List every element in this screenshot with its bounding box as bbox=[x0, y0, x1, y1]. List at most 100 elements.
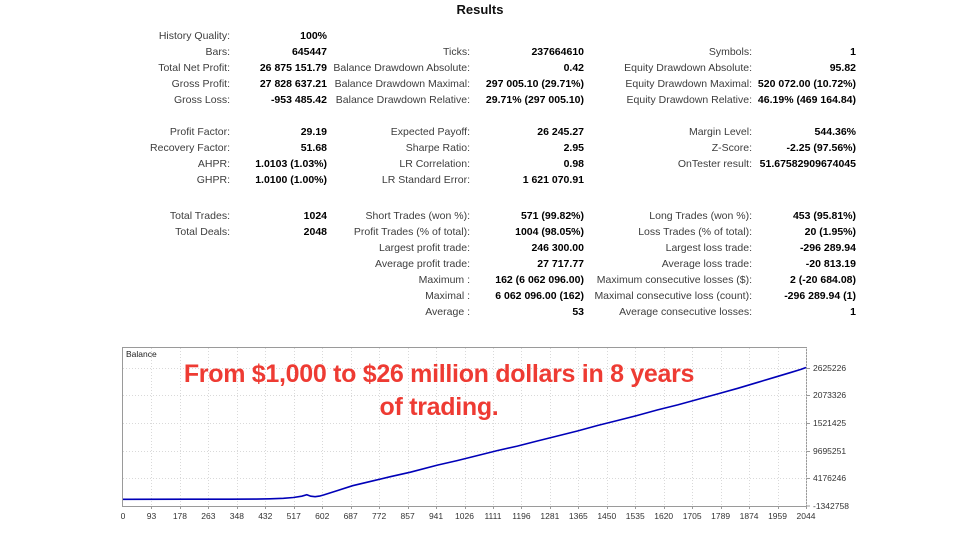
stat-value: 1024 bbox=[303, 210, 327, 222]
stats-row: History Quality: 100% bbox=[0, 28, 856, 44]
x-axis-label: 772 bbox=[372, 511, 387, 521]
stat-value bbox=[230, 272, 327, 288]
stats-row: Recovery Factor: 51.68 Sharpe Ratio: 2.95 Z-… bbox=[0, 140, 856, 156]
stat-label: Equity Drawdown Maximal: bbox=[625, 78, 752, 90]
stat-label bbox=[584, 28, 752, 44]
stat-label: Ticks: bbox=[442, 46, 470, 58]
stat-value: 645447 bbox=[291, 46, 327, 58]
x-axis-label: 1196 bbox=[512, 511, 531, 521]
stat-label bbox=[327, 28, 470, 44]
stat-label: Balance Drawdown Absolute: bbox=[333, 62, 470, 74]
x-axis-label: 602 bbox=[315, 511, 330, 521]
x-axis-label: 1026 bbox=[455, 511, 474, 521]
x-axis-label: 1620 bbox=[654, 511, 674, 521]
stat-label: Profit Factor: bbox=[169, 126, 230, 138]
y-axis-label: 1521425 bbox=[813, 417, 847, 428]
stats-row: Total Trades: 1024 Short Trades (won %): 57… bbox=[0, 208, 856, 224]
stat-value bbox=[230, 256, 327, 272]
stat-value: 53 bbox=[572, 306, 584, 318]
stat-label: Total Trades: bbox=[169, 210, 230, 222]
results-table: History Quality: 100% Bars: 645447 Ticks: 237… bbox=[0, 28, 856, 320]
stat-value bbox=[470, 28, 584, 44]
balance-plot bbox=[122, 348, 810, 509]
x-axis-label: 348 bbox=[229, 511, 244, 521]
stat-value: 27 828 637.21 bbox=[259, 78, 327, 90]
stat-value: -2.25 (97.56%) bbox=[786, 142, 856, 154]
stat-label: Gross Profit: bbox=[171, 78, 230, 90]
x-axis-label: 263 bbox=[201, 511, 216, 521]
chart-legend-balance: Balance bbox=[126, 349, 157, 359]
balance-chart: Balance From $1,000 to $26 million dolla… bbox=[121, 347, 849, 521]
stat-value: 237664610 bbox=[531, 46, 584, 58]
stat-label: History Quality: bbox=[158, 30, 230, 42]
stat-value: 297 005.10 (29.71%) bbox=[485, 78, 584, 90]
stats-section: History Quality: 100% Bars: 645447 Ticks: 237… bbox=[0, 28, 856, 108]
stat-label: Maximum consecutive losses ($): bbox=[596, 274, 752, 286]
stats-row: Average profit trade: 27 717.77 Average lo… bbox=[0, 256, 856, 272]
x-axis-label: 1281 bbox=[540, 511, 560, 521]
stats-row: Gross Profit: 27 828 637.21 Balance Drawdo… bbox=[0, 76, 856, 92]
stats-section: Profit Factor: 29.19 Expected Payoff: 26 24… bbox=[0, 124, 856, 188]
stat-value: 544.36% bbox=[814, 126, 856, 138]
stat-label: GHPR: bbox=[196, 174, 230, 186]
stat-value: 95.82 bbox=[829, 62, 856, 74]
x-axis-label: 1111 bbox=[484, 511, 502, 521]
stat-label: Equity Drawdown Relative: bbox=[626, 94, 752, 106]
stat-label: Total Net Profit: bbox=[158, 62, 230, 74]
stats-row: Largest profit trade: 246 300.00 Largest l… bbox=[0, 240, 856, 256]
stat-value bbox=[752, 28, 856, 44]
stats-row: Maximal : 6 062 096.00 (162) Maximal conse… bbox=[0, 288, 856, 304]
stat-value: 1.0100 (1.00%) bbox=[255, 174, 327, 186]
stat-label: Total Deals: bbox=[175, 226, 230, 238]
y-axis-label: 4176246 bbox=[813, 473, 847, 484]
x-axis-label: 1789 bbox=[711, 511, 731, 521]
stat-label: Z-Score: bbox=[711, 142, 752, 154]
stat-label: LR Standard Error: bbox=[381, 174, 470, 186]
stat-value: 46.19% (469 164.84) bbox=[757, 94, 856, 106]
stat-label: Average : bbox=[425, 306, 470, 318]
x-axis-label: 2044 bbox=[796, 511, 816, 521]
stat-label: Maximal : bbox=[425, 290, 470, 302]
stat-value bbox=[230, 288, 327, 304]
x-axis-label: 1705 bbox=[682, 511, 702, 521]
stats-row: Average : 53 Average consecutive losses: 1 bbox=[0, 304, 856, 320]
stat-value: 20 (1.95%) bbox=[804, 226, 856, 238]
stat-label bbox=[0, 288, 230, 304]
stat-value: 1 bbox=[850, 46, 856, 58]
stat-value: 27 717.77 bbox=[537, 258, 584, 270]
stats-row: GHPR: 1.0100 (1.00%) LR Standard Error: 1 6… bbox=[0, 172, 856, 188]
stat-label: AHPR: bbox=[197, 158, 230, 170]
stat-value: 51.68 bbox=[300, 142, 327, 154]
stat-value: -296 289.94 (1) bbox=[784, 290, 856, 302]
stat-label bbox=[0, 272, 230, 288]
stat-value: 26 875 151.79 bbox=[259, 62, 327, 74]
stats-row: Maximum : 162 (6 062 096.00) Maximum conse… bbox=[0, 272, 856, 288]
stat-value: 26 245.27 bbox=[537, 126, 584, 138]
stat-value: 162 (6 062 096.00) bbox=[495, 274, 584, 286]
x-axis-label: 517 bbox=[286, 511, 301, 521]
stat-value: -20 813.19 bbox=[805, 258, 856, 270]
stat-label: Recovery Factor: bbox=[150, 142, 230, 154]
balance-curve bbox=[122, 366, 807, 501]
stats-row: AHPR: 1.0103 (1.03%) LR Correlation: 0.98 On… bbox=[0, 156, 856, 172]
stat-label: Equity Drawdown Absolute: bbox=[624, 62, 752, 74]
stat-value: 2048 bbox=[303, 226, 327, 238]
x-axis-label: 0 bbox=[120, 511, 126, 521]
stat-label: Balance Drawdown Maximal: bbox=[334, 78, 470, 90]
x-axis-label: 1535 bbox=[625, 511, 645, 521]
stat-label: Margin Level: bbox=[688, 126, 752, 138]
stat-value bbox=[230, 240, 327, 256]
x-axis-label: 857 bbox=[400, 511, 415, 521]
stat-label: Maximal consecutive loss (count): bbox=[594, 290, 752, 302]
x-axis-label: 1450 bbox=[597, 511, 617, 521]
overlay-caption-line2: of trading. bbox=[379, 393, 499, 421]
stat-value: 1.0103 (1.03%) bbox=[255, 158, 327, 170]
stat-label: Average consecutive losses: bbox=[619, 306, 752, 318]
stat-label bbox=[0, 240, 230, 256]
stat-label: Largest profit trade: bbox=[378, 242, 470, 254]
stat-value: 1 621 070.91 bbox=[522, 174, 584, 186]
stat-value: 246 300.00 bbox=[531, 242, 584, 254]
stat-value: 6 062 096.00 (162) bbox=[495, 290, 584, 302]
stat-value: 51.67582909674045 bbox=[759, 158, 856, 170]
y-axis-label: 2625226 bbox=[813, 362, 847, 373]
